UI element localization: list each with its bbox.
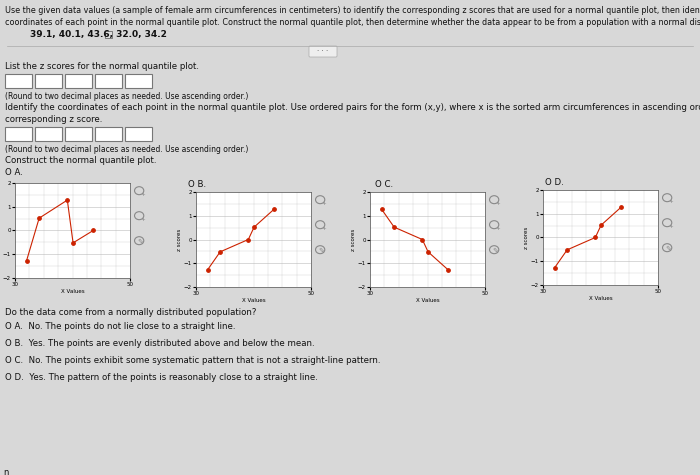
- Bar: [125, 74, 152, 88]
- Text: O D.: O D.: [545, 178, 564, 187]
- X-axis label: X Values: X Values: [589, 295, 612, 301]
- Bar: [5, 74, 32, 88]
- X-axis label: X Values: X Values: [416, 297, 440, 303]
- Text: +: +: [668, 199, 673, 203]
- Point: [34, 214, 45, 222]
- X-axis label: X Values: X Values: [241, 297, 265, 303]
- Text: +: +: [668, 224, 673, 228]
- FancyBboxPatch shape: [309, 46, 337, 57]
- Point: [202, 266, 213, 274]
- Bar: [65, 127, 92, 141]
- Text: +: +: [141, 191, 146, 197]
- Y-axis label: z scores: z scores: [351, 228, 356, 251]
- Point: [615, 203, 626, 211]
- Bar: [125, 127, 152, 141]
- Point: [442, 266, 454, 274]
- Point: [376, 205, 387, 213]
- Point: [596, 221, 607, 229]
- Bar: [5, 127, 32, 141]
- Text: +: +: [321, 226, 326, 230]
- Point: [589, 234, 601, 241]
- Point: [549, 264, 560, 272]
- Text: · · ·: · · ·: [317, 48, 328, 54]
- Text: ✎: ✎: [493, 247, 498, 253]
- Text: 39.1, 40.1, 43.6, 32.0, 34.2: 39.1, 40.1, 43.6, 32.0, 34.2: [30, 30, 167, 39]
- Text: Identify the coordinates of each point in the normal quantile plot. Use ordered : Identify the coordinates of each point i…: [5, 103, 700, 112]
- Point: [248, 223, 260, 231]
- Point: [243, 236, 254, 243]
- Point: [423, 248, 434, 256]
- Point: [88, 227, 99, 234]
- Point: [389, 223, 400, 231]
- Text: n: n: [3, 468, 8, 475]
- Point: [21, 257, 32, 265]
- Text: ✎: ✎: [318, 247, 325, 253]
- Point: [416, 236, 428, 243]
- Text: corresponding z score.: corresponding z score.: [5, 115, 102, 124]
- Text: O C.: O C.: [375, 180, 393, 189]
- Text: O A.: O A.: [5, 168, 23, 177]
- Point: [215, 248, 226, 256]
- Text: +: +: [141, 217, 146, 221]
- Text: (Round to two decimal places as needed. Use ascending order.): (Round to two decimal places as needed. …: [5, 145, 248, 154]
- Bar: [35, 74, 62, 88]
- Text: ✎: ✎: [666, 246, 671, 251]
- Text: O C.  No. The points exhibit some systematic pattern that is not a straight-line: O C. No. The points exhibit some systema…: [5, 356, 381, 365]
- X-axis label: X Values: X Values: [61, 288, 84, 294]
- Text: +: +: [321, 200, 326, 206]
- Text: Use the given data values (a sample of female arm circumferences in centimeters): Use the given data values (a sample of f…: [5, 6, 700, 15]
- Point: [67, 239, 78, 247]
- Bar: [65, 74, 92, 88]
- Y-axis label: z scores: z scores: [524, 227, 529, 248]
- Text: ✎: ✎: [138, 238, 144, 244]
- Text: O B.  Yes. The points are evenly distributed above and below the mean.: O B. Yes. The points are evenly distribu…: [5, 339, 314, 348]
- Y-axis label: z scores: z scores: [177, 228, 182, 251]
- Y-axis label: z scores: z scores: [0, 219, 1, 242]
- Text: +: +: [496, 200, 500, 206]
- Bar: [105, 31, 112, 38]
- Text: (Round to two decimal places as needed. Use ascending order.): (Round to two decimal places as needed. …: [5, 92, 248, 101]
- Text: List the z scores for the normal quantile plot.: List the z scores for the normal quantil…: [5, 62, 199, 71]
- Text: coordinates of each point in the normal quantile plot. Construct the normal quan: coordinates of each point in the normal …: [5, 18, 700, 27]
- Bar: [95, 127, 122, 141]
- Point: [62, 196, 73, 204]
- Bar: [35, 127, 62, 141]
- Text: O B.: O B.: [188, 180, 206, 189]
- Text: +: +: [496, 226, 500, 230]
- Text: Do the data come from a normally distributed population?: Do the data come from a normally distrib…: [5, 308, 256, 317]
- Text: O A.  No. The points do not lie close to a straight line.: O A. No. The points do not lie close to …: [5, 322, 235, 331]
- Point: [269, 205, 280, 213]
- Text: Construct the normal quantile plot.: Construct the normal quantile plot.: [5, 156, 157, 165]
- Bar: [95, 74, 122, 88]
- Point: [561, 246, 573, 254]
- Text: O D.  Yes. The pattern of the points is reasonably close to a straight line.: O D. Yes. The pattern of the points is r…: [5, 373, 318, 382]
